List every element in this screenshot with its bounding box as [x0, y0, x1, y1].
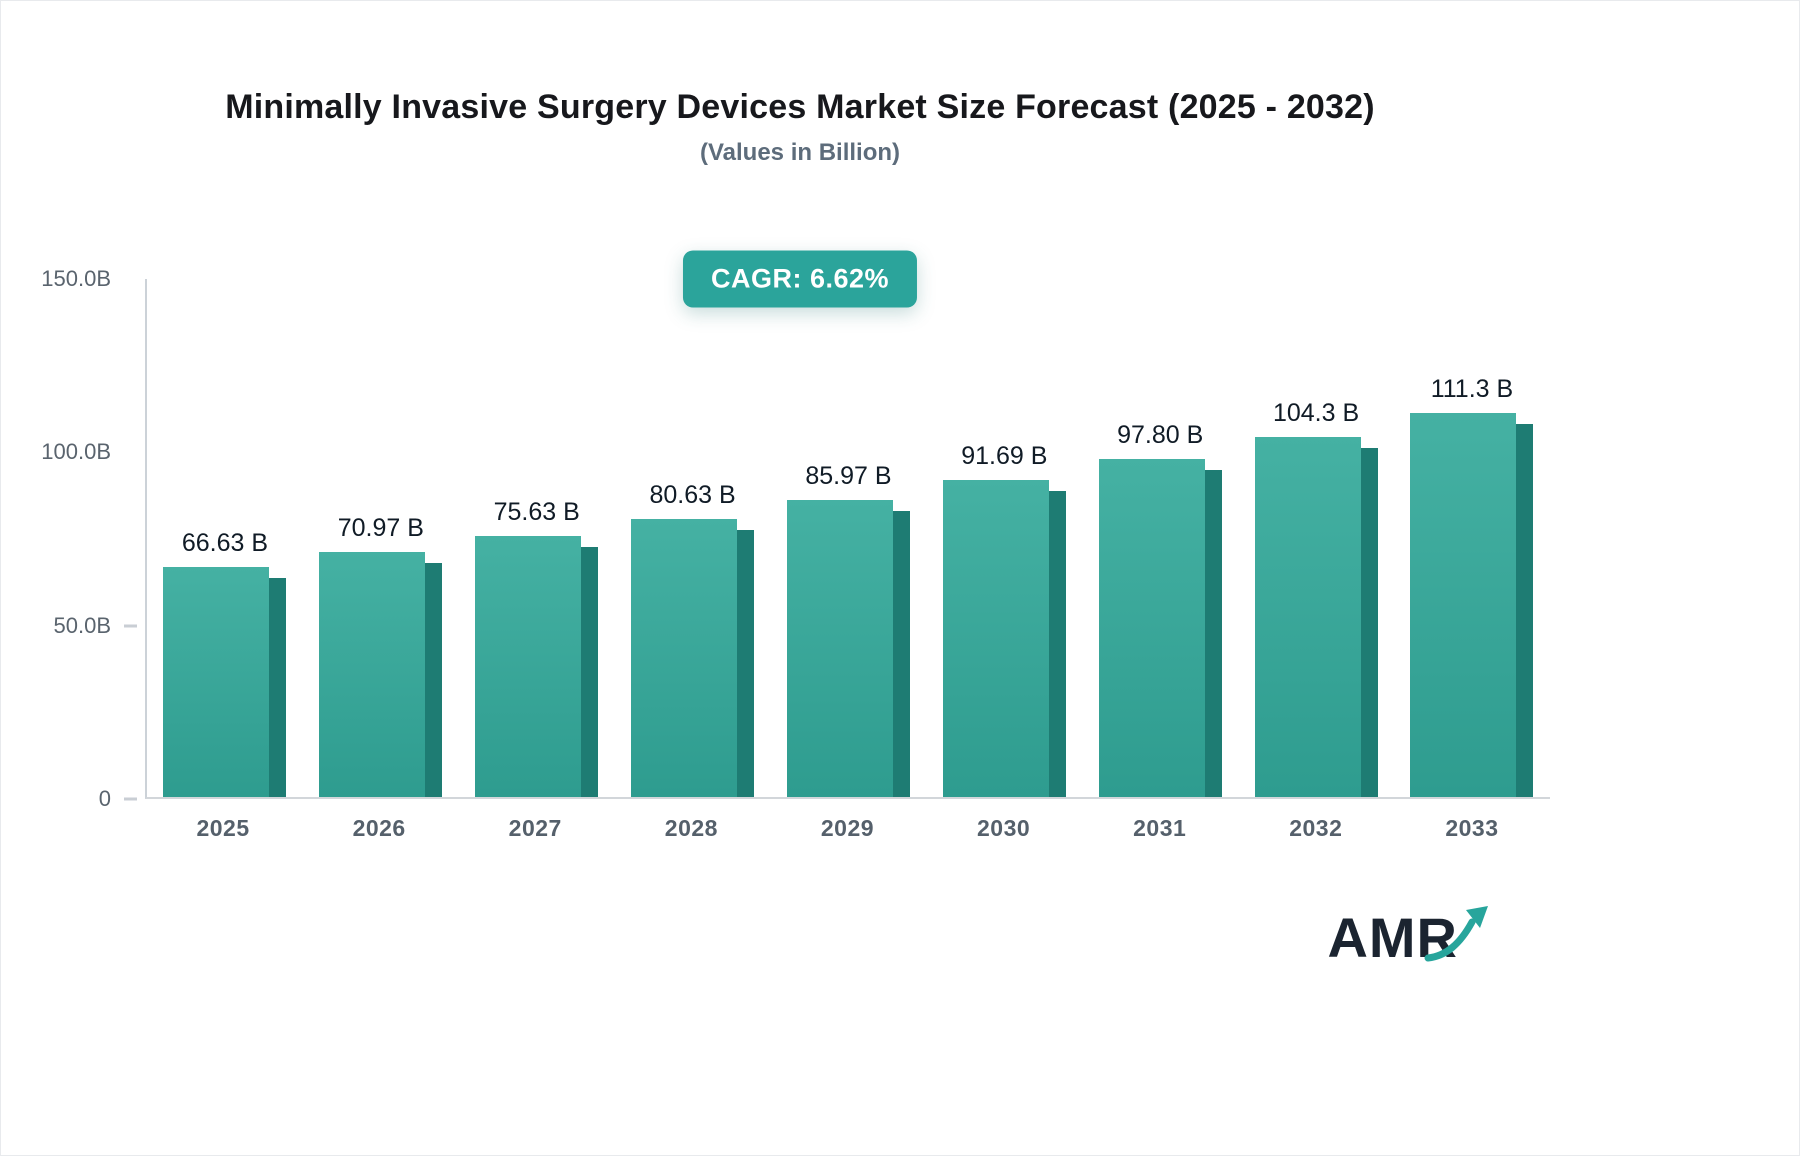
x-axis: 2025 2026 2027 2028 2029 2030 2031 2032 2033 — [145, 799, 1550, 842]
bar-value-label: 104.3 B — [1272, 398, 1360, 427]
bar: 70.97 B — [319, 514, 443, 797]
x-axis-label: 2029 — [820, 815, 875, 841]
bar-group: 97.80 B — [1098, 279, 1222, 797]
bar-side-face — [1204, 470, 1222, 797]
bar-side-face — [737, 529, 755, 797]
bar-group: 80.63 B — [631, 279, 755, 797]
bar-group: 70.97 B — [319, 279, 443, 797]
bar-side-face — [1048, 491, 1066, 797]
chart: CAGR: 6.62% 150.0B 100.0B 50.0B 0 66.63 B 70… — [41, 250, 1550, 842]
bar-value-label: 75.63 B — [493, 497, 580, 526]
bar-face — [1098, 459, 1205, 797]
page: Minimally Invasive Surgery Devices Marke… — [41, 0, 1550, 842]
bar: 91.69 B — [942, 442, 1066, 797]
x-axis-label: 2025 — [196, 815, 250, 841]
y-axis-tick — [124, 797, 137, 801]
x-axis-label: 2032 — [1289, 815, 1343, 841]
bar-side-face — [269, 577, 287, 797]
bar: 80.63 B — [631, 481, 755, 797]
bar-face — [1410, 412, 1517, 797]
bar: 104.3 B — [1254, 399, 1378, 797]
arrow-head — [1466, 906, 1488, 928]
bar-value-label: 80.63 B — [649, 480, 736, 509]
bar: 75.63 B — [475, 498, 599, 797]
plot-area: 66.63 B 70.97 B 75.63 B 80.63 B 85.97 B 91.69… — [145, 279, 1550, 799]
y-axis-label: 50.0B — [53, 612, 112, 638]
bar-face — [942, 480, 1049, 797]
y-axis: 150.0B 100.0B 50.0B 0 — [41, 266, 145, 811]
bar-value-label: 111.3 B — [1430, 374, 1514, 403]
bar-value-label: 70.97 B — [337, 513, 424, 542]
chart-subtitle: (Values in Billion) — [699, 139, 901, 166]
brand-logo: AMR — [1327, 906, 1490, 966]
bar-group: 104.3 B — [1254, 279, 1378, 797]
x-axis-label: 2033 — [1445, 815, 1499, 841]
y-axis-label: 150.0B — [41, 266, 111, 291]
bar-face — [631, 518, 738, 797]
chart-title: Minimally Invasive Surgery Devices Marke… — [225, 88, 1375, 126]
bar-face — [1254, 436, 1361, 797]
bar-group: 111.3 B — [1410, 279, 1534, 797]
x-axis-label: 2030 — [977, 815, 1031, 841]
bar-value-label: 97.80 B — [1117, 421, 1204, 450]
bar-value-label: 66.63 B — [181, 528, 269, 557]
bar-group: 85.97 B — [786, 279, 910, 797]
bar-side-face — [425, 562, 443, 797]
y-axis-label: 100.0B — [41, 439, 111, 465]
x-axis-label: 2026 — [352, 815, 406, 841]
bar-side-face — [892, 511, 910, 797]
bar-value-label: 91.69 B — [961, 442, 1048, 471]
bar-side-face — [581, 546, 599, 797]
plot-row: 150.0B 100.0B 50.0B 0 66.63 B 70.97 B 75.63 B… — [41, 266, 1550, 811]
y-axis-label: 0 — [98, 786, 111, 811]
bar: 97.80 B — [1098, 421, 1222, 797]
bar-group: 75.63 B — [475, 279, 599, 797]
bar-face — [163, 566, 270, 797]
cagr-badge: CAGR: 6.62% — [682, 250, 918, 308]
x-axis-label: 2028 — [664, 815, 718, 841]
bar-side-face — [1516, 423, 1534, 797]
growth-arrow-icon — [1424, 906, 1488, 962]
bar: 85.97 B — [786, 462, 910, 797]
bar-group: 66.63 B — [163, 279, 287, 797]
bar-face — [319, 551, 426, 797]
x-axis-label: 2031 — [1133, 815, 1187, 841]
bar-face — [475, 535, 582, 797]
bar: 111.3 B — [1410, 375, 1534, 797]
bar-side-face — [1360, 447, 1378, 797]
bar-face — [786, 500, 893, 797]
bar: 66.63 B — [163, 529, 287, 797]
arrow-shaft — [1424, 918, 1476, 962]
bar-value-label: 85.97 B — [805, 462, 892, 491]
y-axis-tick — [124, 624, 137, 628]
bar-group: 91.69 B — [942, 279, 1066, 797]
x-axis-label: 2027 — [508, 815, 562, 841]
